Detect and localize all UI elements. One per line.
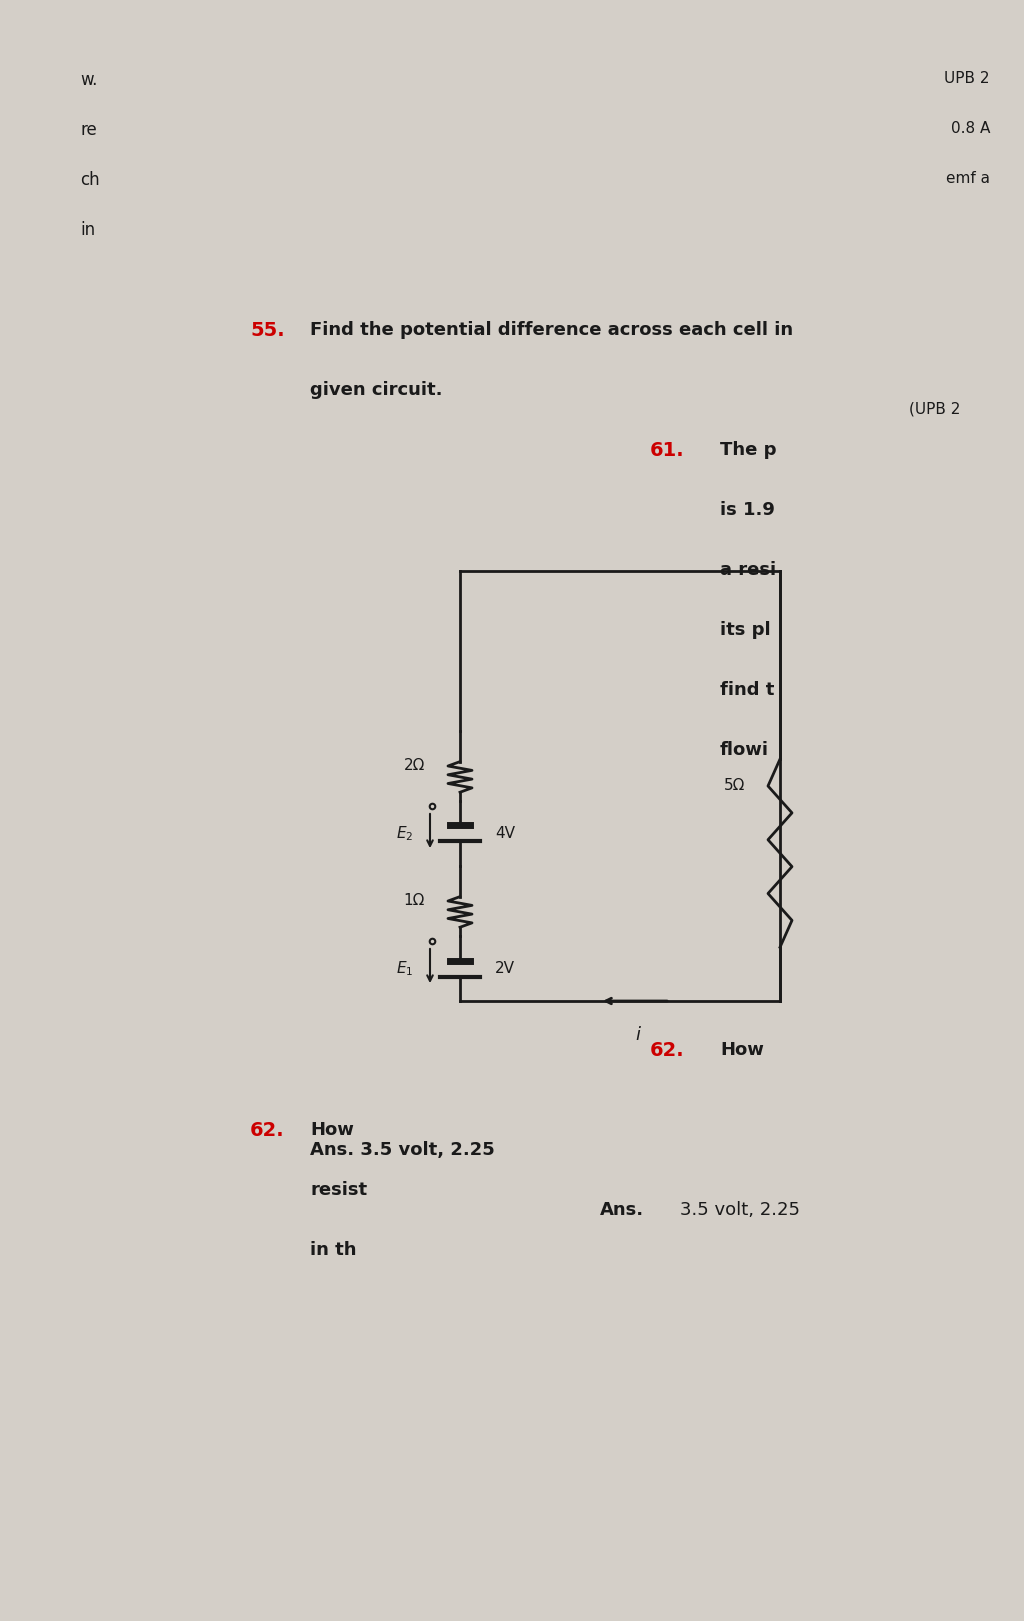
Text: is 1.9: is 1.9	[720, 501, 775, 519]
Text: How: How	[720, 1041, 764, 1059]
Text: Ans. 3.5 volt, 2.25: Ans. 3.5 volt, 2.25	[310, 1141, 495, 1159]
Text: (UPB 2: (UPB 2	[908, 400, 961, 417]
Text: given circuit.: given circuit.	[310, 381, 442, 399]
Text: $E_1$: $E_1$	[396, 960, 414, 977]
Text: re: re	[80, 122, 96, 139]
Text: 2Ω: 2Ω	[403, 759, 425, 773]
Text: in th: in th	[310, 1242, 356, 1260]
Text: in: in	[80, 220, 95, 238]
Text: 55.: 55.	[250, 321, 285, 340]
Text: 2V: 2V	[495, 961, 515, 976]
Text: emf a: emf a	[946, 170, 990, 186]
Text: ch: ch	[80, 170, 99, 190]
Text: 5Ω: 5Ω	[724, 778, 745, 794]
Text: 62.: 62.	[250, 1122, 285, 1140]
Text: 61.: 61.	[650, 441, 685, 460]
Text: The p: The p	[720, 441, 776, 459]
Text: 1Ω: 1Ω	[403, 893, 425, 908]
Text: 62.: 62.	[650, 1041, 685, 1060]
Text: How: How	[310, 1122, 354, 1140]
Text: Ans.: Ans.	[600, 1201, 644, 1219]
Text: 3.5 volt, 2.25: 3.5 volt, 2.25	[680, 1201, 800, 1219]
Text: $E_2$: $E_2$	[396, 823, 414, 843]
Text: 0.8 A: 0.8 A	[950, 122, 990, 136]
Text: its pl: its pl	[720, 621, 771, 639]
Text: $i$: $i$	[635, 1026, 641, 1044]
Text: w.: w.	[80, 71, 97, 89]
Text: Find the potential difference across each cell in: Find the potential difference across eac…	[310, 321, 794, 339]
Text: find t: find t	[720, 681, 774, 699]
Text: resist: resist	[310, 1182, 368, 1200]
Text: flowi: flowi	[720, 741, 769, 759]
Text: a resi: a resi	[720, 561, 776, 579]
Text: 4V: 4V	[495, 827, 515, 841]
Text: UPB 2: UPB 2	[944, 71, 990, 86]
